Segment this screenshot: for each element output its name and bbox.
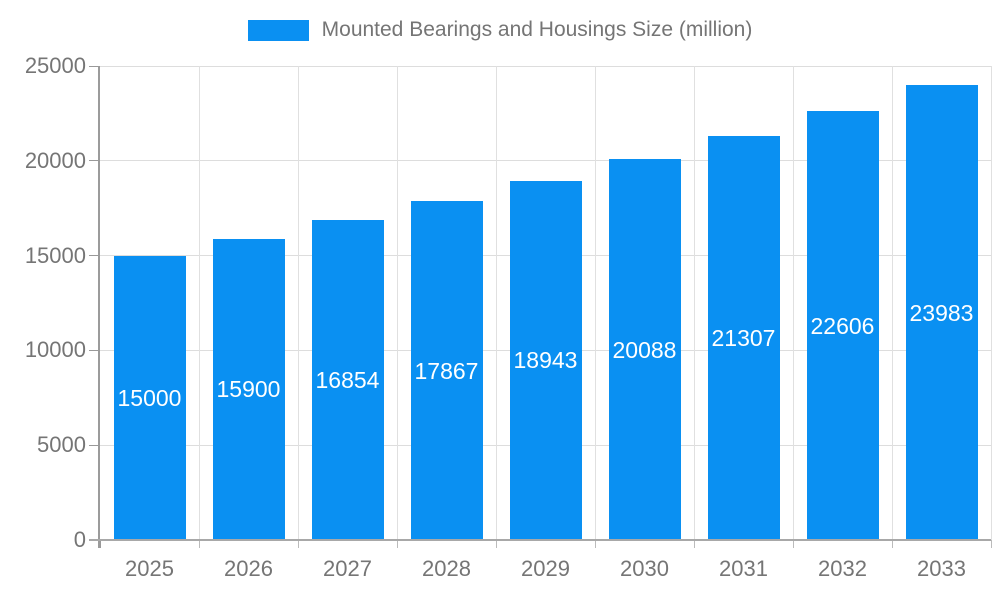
gridline-vertical bbox=[297, 66, 299, 540]
y-axis-tick bbox=[89, 255, 99, 257]
x-axis-tick bbox=[891, 540, 893, 548]
bar bbox=[905, 85, 978, 540]
bar bbox=[212, 238, 285, 540]
bar-value-label: 18943 bbox=[513, 347, 578, 374]
x-tick-label: 2033 bbox=[917, 556, 966, 581]
x-tick-label: 2031 bbox=[719, 556, 768, 581]
bar bbox=[113, 255, 186, 540]
bar bbox=[410, 201, 483, 540]
gridline-horizontal bbox=[100, 65, 991, 67]
x-axis-tick bbox=[792, 540, 794, 548]
x-axis-tick bbox=[297, 540, 299, 548]
y-axis-tick bbox=[89, 444, 99, 446]
x-tick-label: 2028 bbox=[422, 556, 471, 581]
x-axis-line bbox=[89, 539, 991, 541]
bar-value-label: 16854 bbox=[315, 367, 380, 394]
bar bbox=[806, 111, 879, 540]
y-axis-line bbox=[98, 66, 100, 548]
y-tick-label: 0 bbox=[73, 527, 86, 552]
y-tick-label: 25000 bbox=[24, 53, 86, 78]
y-axis-tick bbox=[89, 160, 99, 162]
bar-value-label: 22606 bbox=[810, 312, 875, 339]
x-axis-tick bbox=[198, 540, 200, 548]
legend-label: Mounted Bearings and Housings Size (mill… bbox=[321, 18, 753, 41]
x-axis-tick bbox=[990, 540, 992, 548]
x-tick-label: 2025 bbox=[125, 556, 174, 581]
bar-value-label: 15900 bbox=[216, 376, 281, 403]
bar-value-label: 21307 bbox=[711, 325, 776, 351]
bar-value-label: 15000 bbox=[117, 384, 182, 411]
x-tick-label: 2027 bbox=[323, 556, 372, 581]
y-tick-label: 10000 bbox=[24, 337, 86, 363]
bar-value-label: 20088 bbox=[612, 336, 677, 363]
x-axis-tick bbox=[594, 540, 596, 548]
bar bbox=[311, 220, 384, 540]
gridline-vertical bbox=[396, 66, 398, 540]
x-axis-tick bbox=[495, 540, 497, 548]
gridline-horizontal bbox=[100, 160, 991, 162]
gridline-vertical bbox=[792, 66, 794, 540]
legend-swatch bbox=[247, 19, 309, 41]
y-tick-label: 15000 bbox=[24, 242, 86, 268]
y-tick-label: 20000 bbox=[24, 147, 86, 173]
bar-value-label: 23983 bbox=[909, 299, 974, 326]
y-axis-tick bbox=[89, 65, 99, 67]
gridline-vertical bbox=[891, 66, 893, 540]
gridline-vertical bbox=[990, 66, 992, 540]
gridline-vertical bbox=[495, 66, 497, 540]
bar-value-label: 17867 bbox=[414, 357, 479, 384]
bar bbox=[509, 180, 582, 540]
y-axis-tick bbox=[89, 349, 99, 351]
x-tick-label: 2026 bbox=[224, 556, 273, 581]
gridline-vertical bbox=[693, 66, 695, 540]
x-axis-tick bbox=[99, 540, 101, 548]
x-tick-label: 2030 bbox=[620, 556, 669, 581]
x-axis-tick bbox=[693, 540, 695, 548]
gridline-vertical bbox=[594, 66, 596, 540]
legend[interactable]: Mounted Bearings and Housings Size (mill… bbox=[0, 18, 1000, 42]
x-tick-label: 2029 bbox=[521, 556, 570, 581]
x-axis-tick bbox=[396, 540, 398, 548]
gridline-vertical bbox=[198, 66, 200, 540]
y-tick-label: 5000 bbox=[37, 432, 86, 458]
bar bbox=[707, 136, 780, 540]
bar bbox=[608, 159, 681, 540]
x-tick-label: 2032 bbox=[818, 556, 867, 581]
